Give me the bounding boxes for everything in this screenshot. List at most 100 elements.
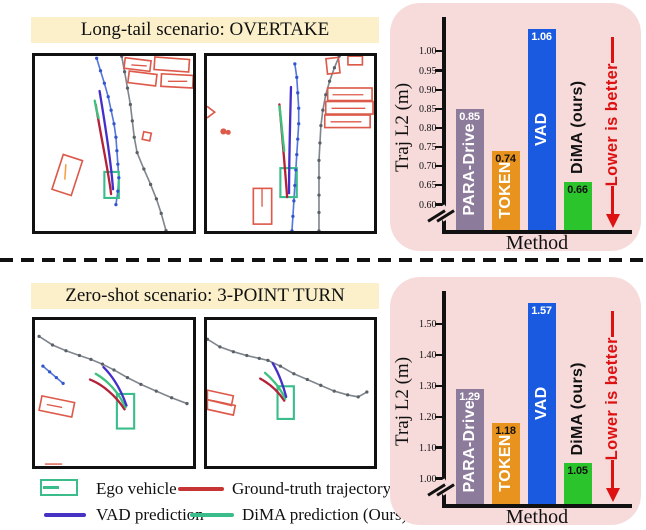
legend-label-ego: Ego vehicle xyxy=(96,479,177,498)
lane-node-dot xyxy=(218,345,222,349)
lane-node-dot xyxy=(116,162,120,166)
dima-trajectory xyxy=(278,105,286,152)
lane-node-dot xyxy=(122,70,127,74)
ytick-label: 0.65 xyxy=(419,180,437,192)
bar-category-label: VAD xyxy=(532,112,550,146)
vehicle-box xyxy=(153,56,191,73)
arrow-down-icon xyxy=(605,213,620,228)
road-boundary-gray xyxy=(318,56,341,231)
lane-node-dot xyxy=(321,108,325,112)
lane-node-dot xyxy=(356,395,360,399)
ytick-mark xyxy=(435,88,443,91)
bar-category-label: VAD xyxy=(532,386,550,420)
ytick-label: 1.20 xyxy=(419,411,437,423)
ytick-mark xyxy=(435,353,443,356)
ytick-label: 0.70 xyxy=(419,161,437,173)
lane-node-dot xyxy=(292,199,296,203)
bar-value-label: 1.06 xyxy=(531,30,552,43)
vehicle-box xyxy=(324,100,374,115)
lane-node-dot xyxy=(89,357,93,362)
lane-node-dot xyxy=(120,56,124,58)
legend-label-vad: VAD prediction xyxy=(96,505,204,524)
lane-divider-blue xyxy=(291,63,300,231)
lane-node-dot xyxy=(95,56,99,60)
vehicle-box xyxy=(325,56,341,75)
road-boundary-gray xyxy=(38,335,188,405)
bar-value-label: 0.85 xyxy=(459,110,480,123)
bar-value-label: 1.18 xyxy=(495,424,516,437)
lane-node-dot xyxy=(37,334,41,338)
axis-break-icon xyxy=(427,477,458,503)
lane-node-dot xyxy=(346,393,350,397)
overtake-map-2 xyxy=(204,53,377,234)
lane-node-dot xyxy=(148,182,153,187)
vad-trajectory xyxy=(98,89,115,191)
lane-node-dot xyxy=(292,372,296,376)
bar-category-label: PARA-Drive xyxy=(460,122,478,216)
lane-node-dot xyxy=(293,62,297,66)
lane-node-dot xyxy=(100,362,105,366)
lane-node-dot xyxy=(64,349,68,353)
lane-node-dot xyxy=(319,124,323,128)
bar-PARA-Drive xyxy=(455,108,484,230)
lane-node-dot xyxy=(319,383,323,387)
arrow-down-icon xyxy=(605,487,620,502)
arrow-shaft xyxy=(611,185,614,214)
lane-node-dot xyxy=(327,79,332,83)
vad-trajectory xyxy=(102,365,128,407)
lane-node-dot xyxy=(114,203,118,207)
ytick-mark xyxy=(435,477,443,480)
vehicle-box xyxy=(323,114,371,129)
ytick-mark xyxy=(435,203,443,206)
ytick-label: 0.95 xyxy=(419,65,437,77)
ytick-label: 1.40 xyxy=(419,350,437,361)
y-axis xyxy=(442,17,446,233)
lane-node-dot xyxy=(109,108,113,112)
lane-node-dot xyxy=(98,69,103,73)
legend-label-dima: DiMA prediction (Ours) xyxy=(242,505,408,524)
overtake-scenario-title: Long-tail scenario: OVERTAKE xyxy=(31,17,379,43)
bar-VAD xyxy=(527,28,556,230)
bar-DiMA-ours xyxy=(563,181,592,230)
lane-node-dot xyxy=(294,168,298,172)
lane-node-dot xyxy=(290,229,294,231)
lane-node-dot xyxy=(61,381,65,386)
turn-map-1 xyxy=(32,317,196,469)
vehicle-box xyxy=(126,70,158,87)
lane-node-dot xyxy=(125,375,130,380)
x-axis xyxy=(442,229,632,234)
bar-value-label: 1.05 xyxy=(567,465,588,478)
lane-node-dot xyxy=(106,95,110,99)
lane-node-dot xyxy=(169,396,174,400)
lower-is-better-arrow: Lower is better xyxy=(600,310,626,502)
lower-is-better-label: Lower is better xyxy=(603,336,621,460)
lane-node-dot xyxy=(245,353,249,358)
overtake-chart-panel: Traj L2 (m) Lower is better 0.60 0.65 0.70… xyxy=(390,3,641,254)
lane-node-dot xyxy=(132,135,136,139)
lane-node-dot xyxy=(257,356,261,361)
lane-node-dot xyxy=(318,141,322,145)
overtake-map-1 xyxy=(32,53,196,234)
bar-category-label: PARA-Drive xyxy=(460,399,478,493)
ytick-mark xyxy=(435,184,443,187)
ytick-mark xyxy=(435,446,443,449)
lane-node-dot xyxy=(50,343,55,347)
obstacle-box xyxy=(141,130,153,142)
vad-trajectory xyxy=(287,85,293,195)
ytick-mark xyxy=(435,165,443,168)
vad-line-icon xyxy=(44,513,86,517)
gt-trajectory xyxy=(259,377,286,402)
ytick-mark xyxy=(435,107,443,110)
ytick-mark xyxy=(435,322,443,326)
lane-node-dot xyxy=(154,197,159,201)
ego-vehicle-box xyxy=(276,385,295,420)
lane-node-dot xyxy=(154,389,158,393)
lane-node-dot xyxy=(159,211,163,215)
three-point-turn-scenario-title: Zero-shot scenario: 3-POINT TURN xyxy=(31,283,379,309)
lane-node-dot xyxy=(296,137,300,141)
lane-node-dot xyxy=(305,377,309,382)
ytick-mark xyxy=(435,145,443,149)
method-axis-label: Method xyxy=(505,506,569,528)
gt-trajectory xyxy=(88,378,126,411)
